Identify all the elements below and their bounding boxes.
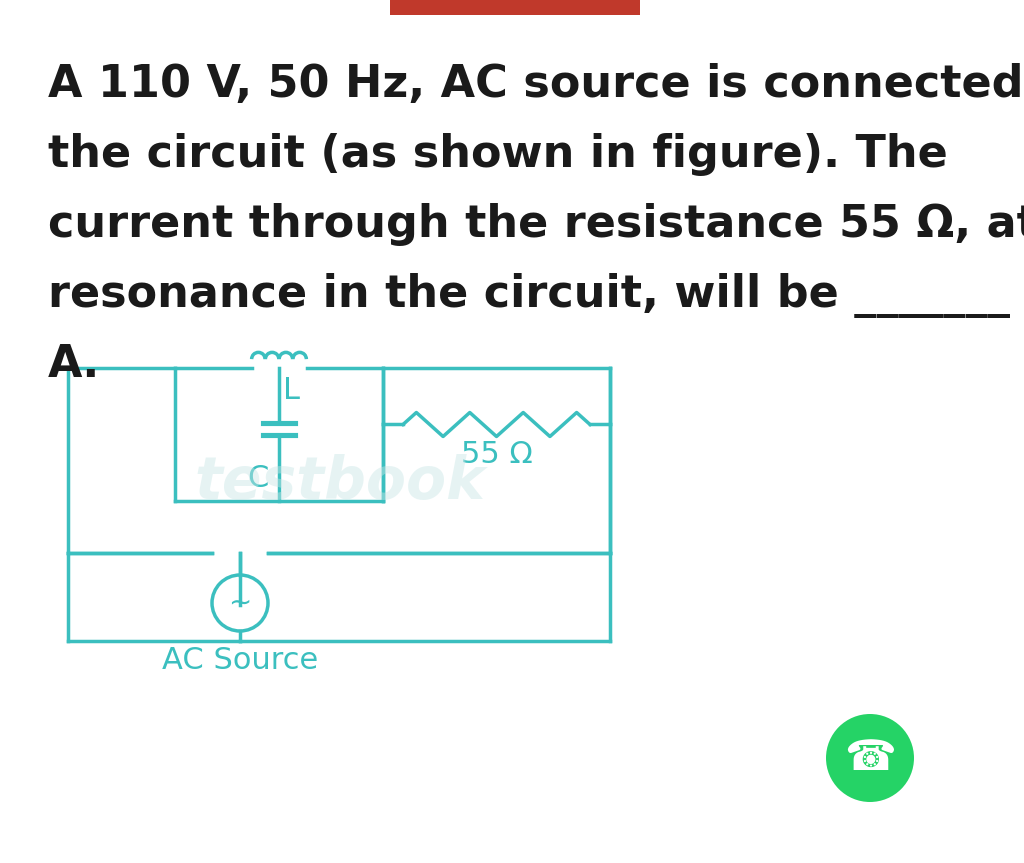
Circle shape [826,714,914,802]
Text: AC Source: AC Source [162,646,318,675]
Text: ☎: ☎ [844,737,896,779]
FancyBboxPatch shape [390,0,640,15]
Text: L: L [283,376,300,405]
Text: A 110 V, 50 Hz, AC source is connected in: A 110 V, 50 Hz, AC source is connected i… [48,63,1024,106]
Text: A.: A. [48,343,100,386]
Text: the circuit (as shown in figure). The: the circuit (as shown in figure). The [48,133,948,176]
Text: testbook: testbook [195,455,485,512]
Text: resonance in the circuit, will be _______: resonance in the circuit, will be ______… [48,273,1010,318]
Text: C: C [247,464,268,494]
Text: 55 Ω: 55 Ω [461,440,532,469]
Text: ∼: ∼ [228,589,252,617]
Text: current through the resistance 55 Ω, at: current through the resistance 55 Ω, at [48,203,1024,246]
